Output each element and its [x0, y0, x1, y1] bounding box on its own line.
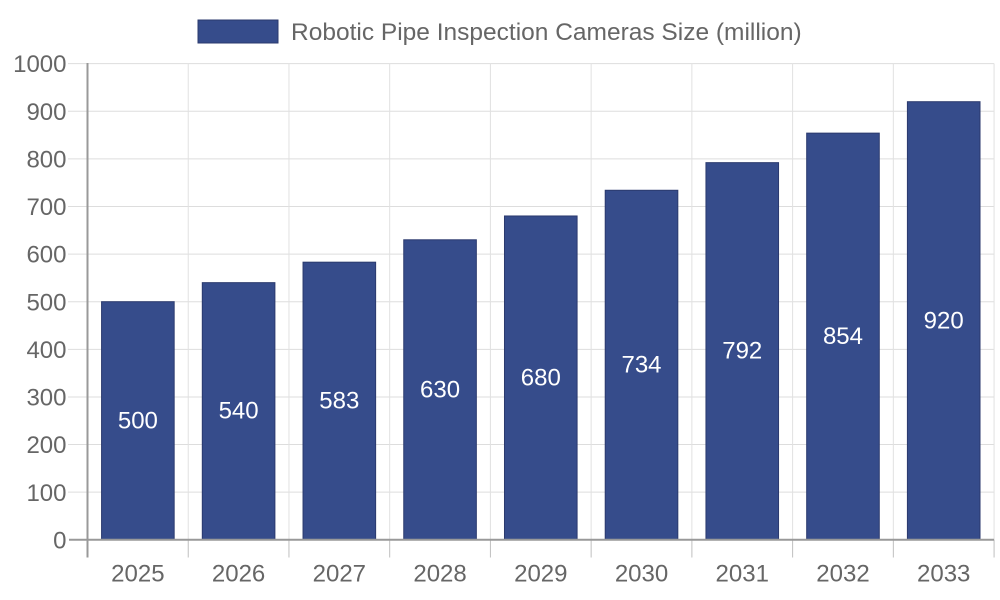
svg-text:2028: 2028 [413, 561, 466, 588]
svg-text:400: 400 [26, 337, 66, 364]
svg-text:200: 200 [26, 432, 66, 459]
svg-text:500: 500 [26, 289, 66, 316]
svg-text:2026: 2026 [212, 561, 265, 588]
svg-text:Robotic Pipe Inspection Camera: Robotic Pipe Inspection Cameras Size (mi… [291, 19, 802, 46]
svg-text:2027: 2027 [313, 561, 366, 588]
svg-text:500: 500 [118, 407, 158, 434]
svg-text:630: 630 [420, 376, 460, 403]
svg-text:2029: 2029 [514, 561, 567, 588]
svg-text:800: 800 [26, 146, 66, 173]
svg-text:540: 540 [219, 398, 259, 425]
svg-text:2031: 2031 [716, 561, 769, 588]
svg-text:2030: 2030 [615, 561, 668, 588]
svg-text:0: 0 [53, 527, 66, 554]
svg-text:2032: 2032 [816, 561, 869, 588]
svg-text:734: 734 [621, 352, 661, 379]
svg-text:583: 583 [319, 387, 359, 414]
svg-text:100: 100 [26, 480, 66, 507]
svg-text:600: 600 [26, 242, 66, 269]
svg-text:854: 854 [823, 323, 863, 350]
svg-text:2033: 2033 [917, 561, 970, 588]
svg-text:700: 700 [26, 194, 66, 221]
svg-text:680: 680 [521, 364, 561, 391]
svg-text:2025: 2025 [111, 561, 164, 588]
svg-text:1000: 1000 [13, 51, 66, 78]
svg-text:900: 900 [26, 99, 66, 126]
svg-text:300: 300 [26, 385, 66, 412]
svg-text:792: 792 [722, 338, 762, 365]
svg-text:920: 920 [924, 307, 964, 334]
